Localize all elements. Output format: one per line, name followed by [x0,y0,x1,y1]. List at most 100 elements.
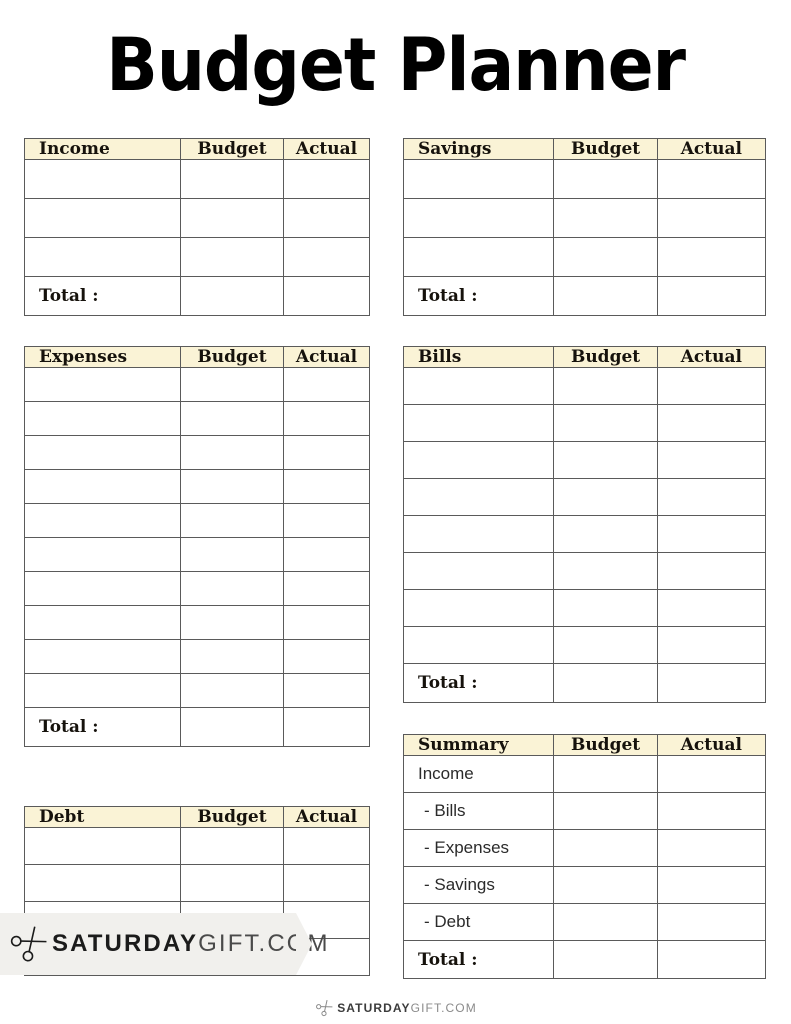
bills-name-cell[interactable] [402,515,555,553]
expenses-name-cell[interactable] [24,503,181,538]
summary-budget-cell[interactable] [553,866,658,904]
bills-name-cell[interactable] [402,626,555,664]
expenses-budget-cell[interactable] [180,401,284,436]
debt-actual-cell[interactable] [283,864,370,902]
income-budget-cell[interactable] [180,237,284,277]
bills-actual-cell[interactable] [656,589,767,627]
expenses-name-cell[interactable] [24,469,181,504]
expenses-budget-cell[interactable] [180,537,284,572]
summary-total-actual-cell[interactable] [656,940,767,979]
expenses-actual-cell[interactable] [283,503,370,538]
expenses-actual-cell[interactable] [283,639,370,674]
bills-name-cell[interactable] [402,478,555,516]
debt-name-cell[interactable] [24,864,181,902]
bills-actual-cell[interactable] [656,552,767,590]
bills-total-budget-cell[interactable] [553,663,658,703]
income-name-cell[interactable] [24,237,181,277]
expenses-name-cell[interactable] [24,639,181,674]
savings-budget-cell[interactable] [553,198,658,238]
savings-actual-cell[interactable] [656,198,767,238]
bills-name-cell[interactable] [402,441,555,479]
savings-total-actual-cell[interactable] [656,276,767,316]
bills-name-cell[interactable] [402,367,555,405]
bills-actual-cell[interactable] [656,367,767,405]
income-name-cell[interactable] [24,198,181,238]
expenses-actual-cell[interactable] [283,401,370,436]
expenses-name-cell[interactable] [24,537,181,572]
expenses-name-cell[interactable] [24,367,181,402]
savings-budget-cell[interactable] [553,237,658,277]
expenses-budget-cell[interactable] [180,673,284,708]
income-total-actual-cell[interactable] [283,276,370,316]
summary-actual-cell[interactable] [656,866,767,904]
debt-budget-cell[interactable] [180,864,284,902]
bills-budget-cell[interactable] [553,589,658,627]
summary-budget-cell[interactable] [553,829,658,867]
expenses-actual-cell[interactable] [283,367,370,402]
income-name-cell[interactable] [24,159,181,199]
savings-name-cell[interactable] [402,198,555,238]
summary-total-budget-cell[interactable] [553,940,658,979]
expenses-budget-cell[interactable] [180,367,284,402]
summary-budget-cell[interactable] [553,903,658,941]
bills-budget-cell[interactable] [553,404,658,442]
expenses-name-cell[interactable] [24,401,181,436]
expenses-actual-cell[interactable] [283,435,370,470]
bills-budget-cell[interactable] [553,441,658,479]
expenses-total-actual-cell[interactable] [283,707,370,747]
bills-total-actual-cell[interactable] [656,663,767,703]
savings-name-cell[interactable] [402,159,555,199]
expenses-budget-cell[interactable] [180,435,284,470]
savings-actual-cell[interactable] [656,159,767,199]
expenses-actual-cell[interactable] [283,571,370,606]
expenses-actual-cell[interactable] [283,469,370,504]
debt-budget-cell[interactable] [180,827,284,865]
savings-actual-cell[interactable] [656,237,767,277]
bills-budget-cell[interactable] [553,626,658,664]
expenses-budget-cell[interactable] [180,571,284,606]
bills-budget-cell[interactable] [553,515,658,553]
savings-name-cell[interactable] [402,237,555,277]
bills-actual-cell[interactable] [656,515,767,553]
expenses-budget-cell[interactable] [180,503,284,538]
bills-name-cell[interactable] [402,552,555,590]
savings-total-budget-cell[interactable] [553,276,658,316]
savings-budget-cell[interactable] [553,159,658,199]
scissors-icon [10,926,47,962]
expenses-total-budget-cell[interactable] [180,707,284,747]
income-budget-cell[interactable] [180,198,284,238]
income-actual-cell[interactable] [283,237,370,277]
expenses-name-cell[interactable] [24,571,181,606]
income-total-budget-cell[interactable] [180,276,284,316]
income-actual-cell[interactable] [283,198,370,238]
table-row [402,478,767,516]
income-actual-cell[interactable] [283,159,370,199]
bills-budget-cell[interactable] [553,552,658,590]
income-budget-cell[interactable] [180,159,284,199]
summary-actual-cell[interactable] [656,903,767,941]
bills-actual-cell[interactable] [656,626,767,664]
summary-actual-cell[interactable] [656,755,767,793]
debt-actual-cell[interactable] [283,827,370,865]
expenses-name-cell[interactable] [24,605,181,640]
summary-actual-cell[interactable] [656,792,767,830]
debt-name-cell[interactable] [24,827,181,865]
expenses-budget-cell[interactable] [180,605,284,640]
expenses-actual-cell[interactable] [283,673,370,708]
bills-actual-cell[interactable] [656,404,767,442]
bills-actual-cell[interactable] [656,441,767,479]
bills-budget-cell[interactable] [553,478,658,516]
bills-name-cell[interactable] [402,589,555,627]
bills-budget-cell[interactable] [553,367,658,405]
expenses-name-cell[interactable] [24,435,181,470]
summary-actual-cell[interactable] [656,829,767,867]
bills-name-cell[interactable] [402,404,555,442]
summary-budget-cell[interactable] [553,792,658,830]
expenses-budget-cell[interactable] [180,469,284,504]
summary-budget-cell[interactable] [553,755,658,793]
expenses-actual-cell[interactable] [283,605,370,640]
expenses-budget-cell[interactable] [180,639,284,674]
expenses-name-cell[interactable] [24,673,181,708]
bills-actual-cell[interactable] [656,478,767,516]
expenses-actual-cell[interactable] [283,537,370,572]
